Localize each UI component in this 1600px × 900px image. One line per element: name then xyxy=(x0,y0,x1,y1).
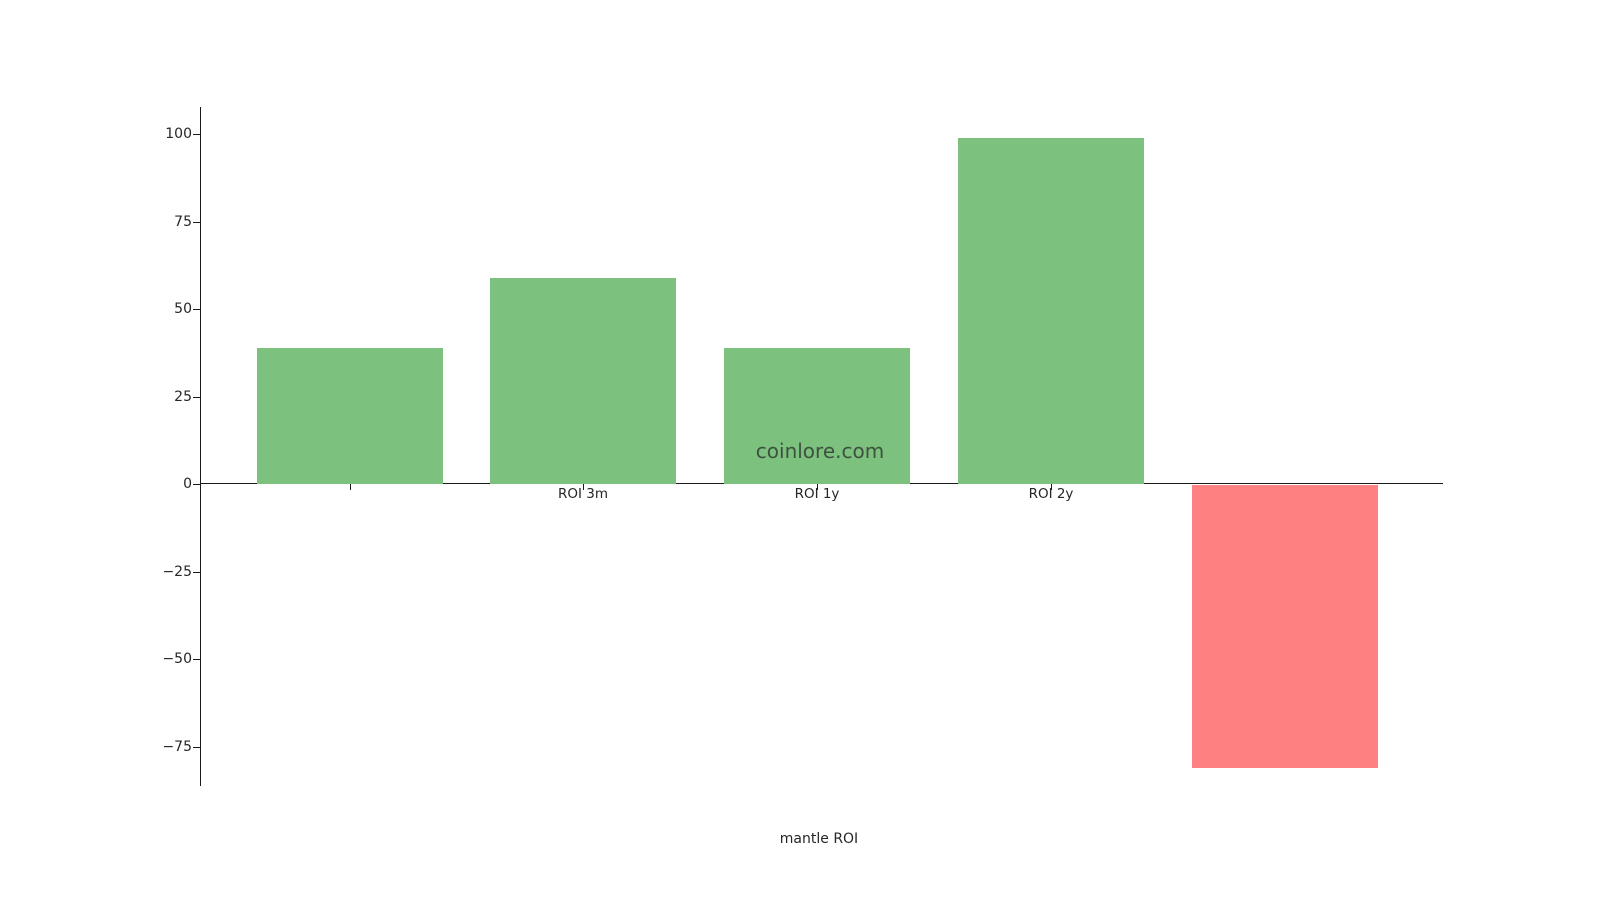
y-tick-label: 25 xyxy=(174,388,192,405)
y-tick-mark xyxy=(193,221,200,223)
y-tick-mark xyxy=(193,571,200,573)
x-tick-label: ROI 2y xyxy=(1028,486,1074,502)
y-tick-mark xyxy=(193,309,200,310)
y-tick-label: −75 xyxy=(162,738,192,755)
x-tick-label: ROI 3m xyxy=(557,486,609,502)
watermark: coinlore.com xyxy=(755,439,885,463)
x-tick-label: ROI 1y xyxy=(794,486,840,502)
y-tick-label: 75 xyxy=(174,213,192,230)
x-axis-title: mantle ROI xyxy=(779,831,859,847)
y-tick-label: −25 xyxy=(162,563,192,580)
bar-roi-3m xyxy=(490,277,676,484)
y-tick-mark xyxy=(193,484,200,485)
y-axis-spine xyxy=(200,107,201,786)
y-tick-label: 0 xyxy=(183,476,192,492)
y-tick-mark xyxy=(193,396,200,398)
y-tick-mark xyxy=(193,746,200,748)
x-tick-mark xyxy=(350,484,351,490)
bar-roi-1y xyxy=(724,347,910,484)
x-tick-mark xyxy=(1051,484,1052,490)
y-tick-mark xyxy=(193,134,200,135)
bar-4 xyxy=(1192,484,1378,768)
y-tick-label: −50 xyxy=(162,651,192,667)
bar-roi-2y xyxy=(958,137,1144,484)
bar-0 xyxy=(257,347,443,484)
y-tick-label: 100 xyxy=(165,126,192,142)
x-tick-mark xyxy=(817,484,818,490)
y-tick-mark xyxy=(193,659,200,660)
y-tick-label: 50 xyxy=(174,301,192,317)
x-tick-mark xyxy=(583,484,584,490)
